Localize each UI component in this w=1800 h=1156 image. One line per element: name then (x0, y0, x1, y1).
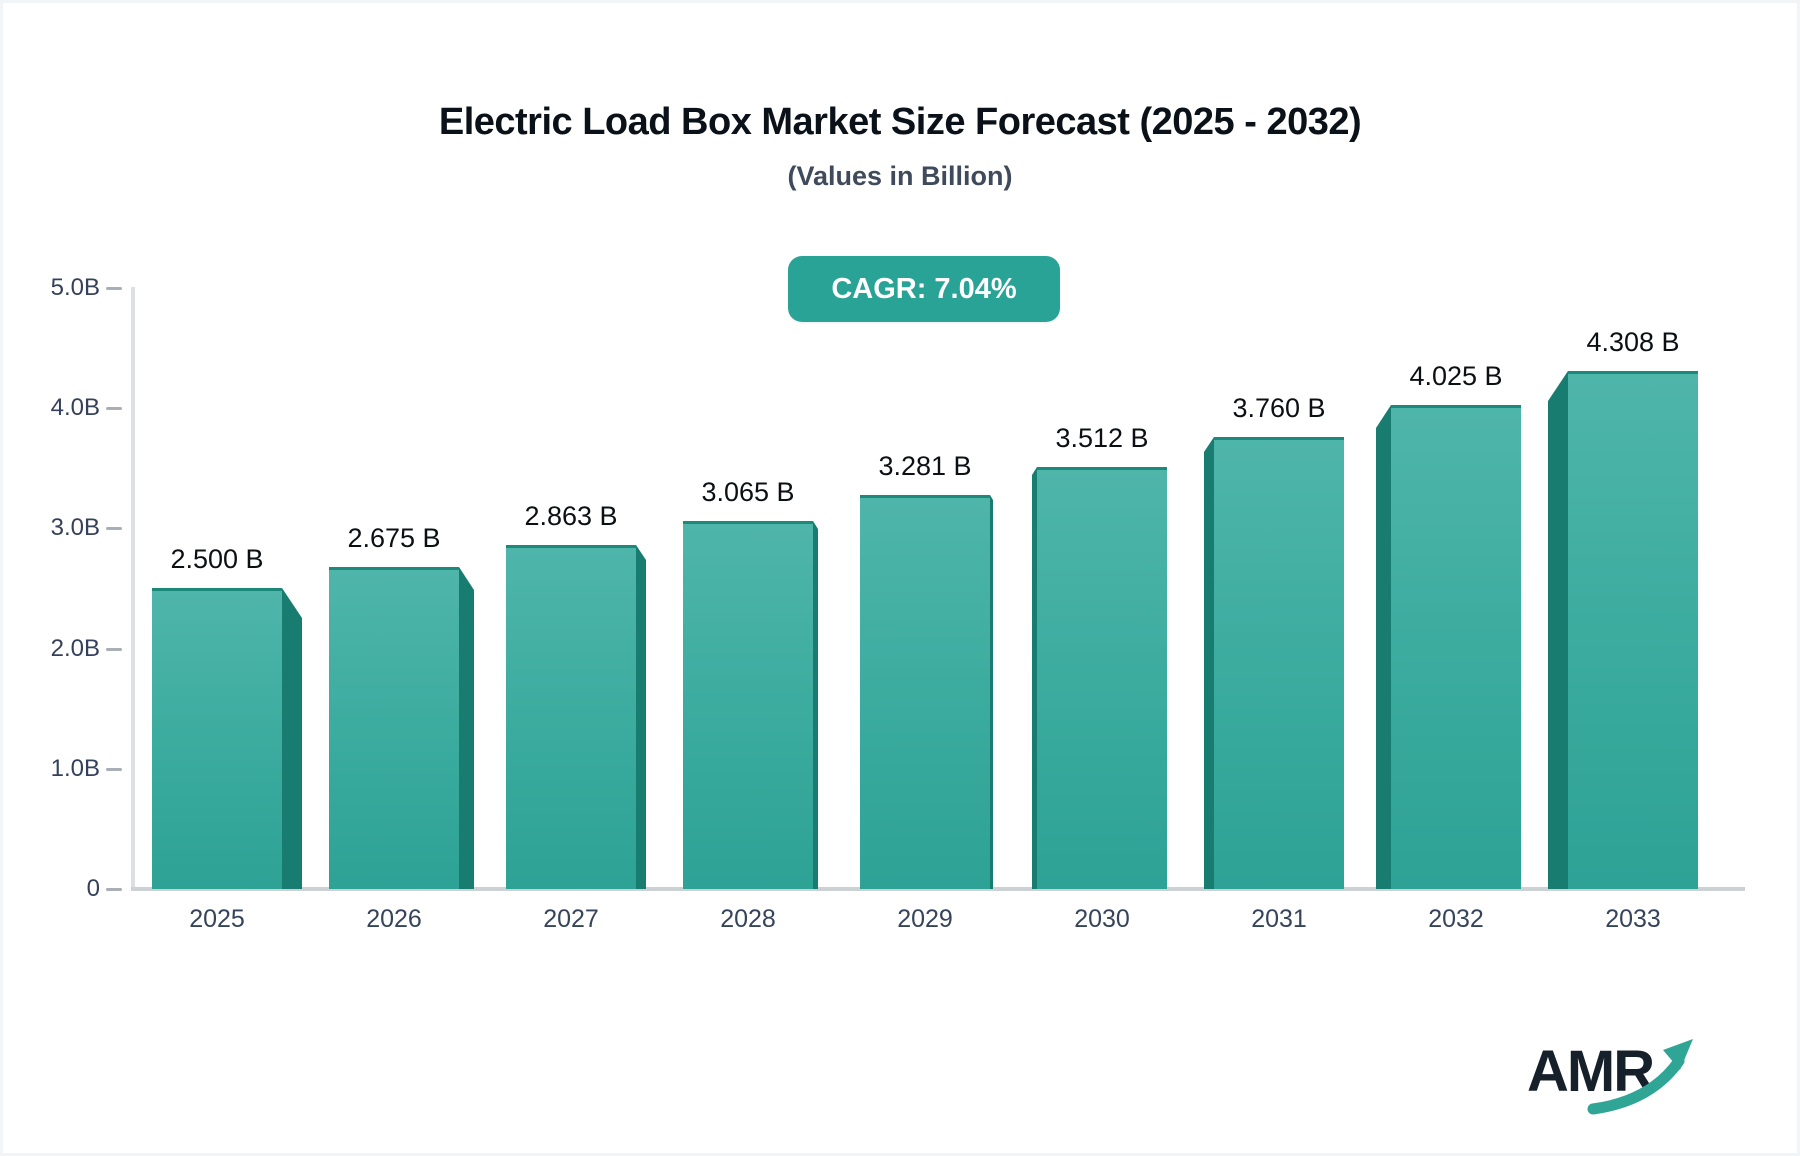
x-axis-label: 2028 (720, 905, 776, 933)
x-axis-label: 2032 (1428, 905, 1484, 933)
x-axis-label: 2031 (1251, 905, 1307, 933)
y-tick-mark (106, 647, 122, 651)
bar-face (1037, 467, 1167, 889)
bar-2025 (152, 588, 302, 889)
chart-subtitle: (Values in Billion) (787, 161, 1013, 191)
bar-side-shade (813, 521, 818, 889)
amr-logo: AMR (1527, 1031, 1717, 1117)
bar-value-label: 2.675 B (347, 523, 441, 553)
x-axis-label: 2026 (366, 905, 422, 933)
bar-2026 (329, 567, 474, 889)
bar-value-label: 3.065 B (701, 477, 795, 507)
x-axis-label: 2029 (897, 905, 953, 933)
bar-2033 (1548, 371, 1698, 889)
y-tick-mark (106, 287, 122, 290)
bar-2029 (860, 495, 993, 889)
bar-face (506, 545, 636, 889)
y-tick-mark (106, 527, 122, 531)
x-axis-label: 2033 (1605, 905, 1661, 933)
y-tick-label: 4.0B (50, 394, 100, 422)
bar-2032 (1376, 405, 1521, 889)
bar-side-shade (459, 567, 474, 889)
y-axis-line (131, 287, 135, 889)
bar-2028 (683, 521, 818, 889)
bar-value-label: 2.500 B (170, 544, 264, 574)
y-tick-label: 5.0B (50, 274, 100, 301)
bar-2027 (506, 545, 646, 889)
bar-value-label: 4.025 B (1409, 361, 1503, 391)
bar-value-label: 3.760 B (1232, 393, 1326, 423)
x-axis-label: 2027 (543, 905, 599, 933)
bar-value-label: 4.308 B (1586, 327, 1680, 357)
amr-logo-graphic: AMR (1527, 1039, 1693, 1115)
y-tick-mark (106, 767, 122, 771)
y-tick-mark (106, 888, 122, 891)
y-tick-label: 2.0B (50, 634, 100, 662)
y-tick-mark (106, 407, 122, 411)
bar-value-label: 3.281 B (878, 451, 972, 481)
bar-side-shade (1548, 371, 1568, 889)
bar-face (860, 495, 990, 889)
bar-side-shade (1204, 437, 1214, 889)
bar-side-shade (990, 495, 993, 889)
bar-side-shade (282, 588, 302, 889)
growth-arrow-icon (1587, 1055, 1685, 1115)
x-axis-label: 2030 (1074, 905, 1130, 933)
bar-face (1214, 437, 1344, 889)
chart-card: Electric Load Box Market Size Forecast (… (3, 3, 1797, 1153)
y-tick-label: 0 (86, 875, 100, 902)
bar-2030 (1032, 467, 1167, 889)
bar-face (683, 521, 813, 889)
bar-face (152, 588, 282, 889)
y-tick-label: 1.0B (50, 754, 100, 782)
bar-face (1391, 405, 1521, 889)
growth-arrowhead-icon (1663, 1039, 1693, 1070)
bar-face (1568, 371, 1698, 889)
x-axis-label: 2025 (189, 905, 245, 933)
bar-face (329, 567, 459, 889)
bar-value-label: 2.863 B (524, 501, 618, 531)
bar-side-shade (1376, 405, 1391, 889)
bar-2031 (1204, 437, 1344, 889)
bar-side-shade (1032, 467, 1037, 889)
bar-value-label: 3.512 B (1055, 423, 1149, 453)
cagr-badge: CAGR: 7.04% (788, 256, 1060, 322)
bar-side-shade (636, 545, 646, 889)
y-tick-label: 3.0B (50, 514, 100, 542)
x-axis-baseline (131, 887, 1745, 891)
chart-title: Electric Load Box Market Size Forecast (… (438, 101, 1362, 143)
